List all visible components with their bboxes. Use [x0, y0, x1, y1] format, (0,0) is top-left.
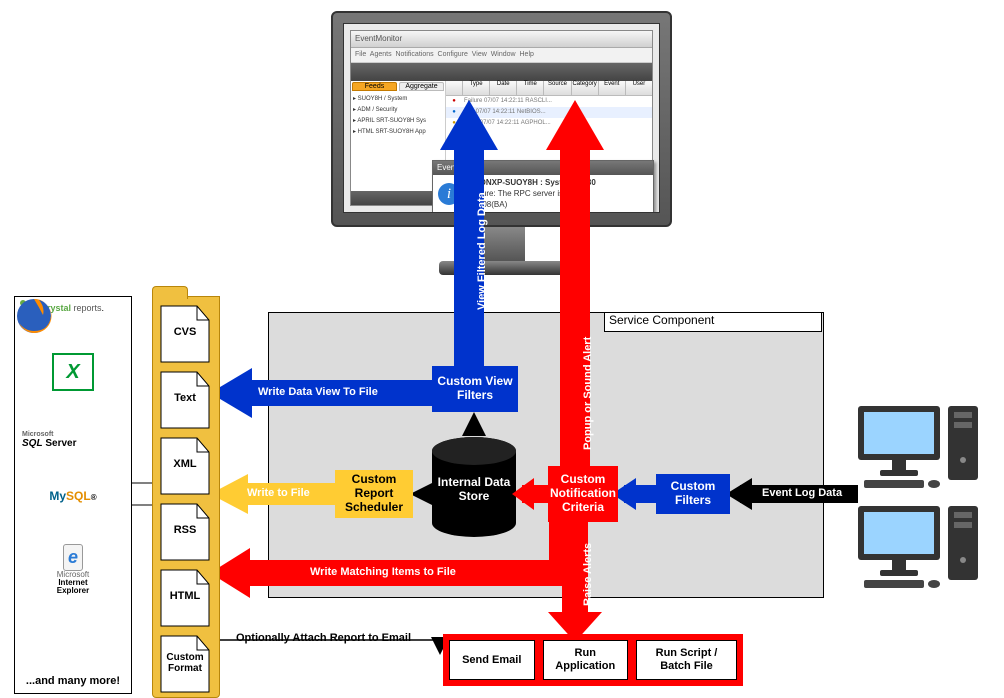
folder-tab [152, 286, 188, 299]
send-email: Send Email [449, 640, 535, 680]
excel-icon: X [52, 353, 94, 391]
label-event-log-data: Event Log Data [762, 487, 842, 499]
doc-custom: Custom Format [159, 634, 211, 694]
label-raise-alerts: Raise Alerts [582, 543, 594, 606]
label-view-filtered: View Filtered Log Data [476, 192, 488, 310]
label-popup-sound: Popup or Sound Alert [582, 337, 594, 450]
doc-html: HTML [159, 568, 211, 628]
custom-report-scheduler: Custom Report Scheduler [335, 470, 413, 518]
alerts-container: Send Email Run Application Run Script / … [443, 634, 743, 686]
ie-icon: e MicrosoftInternetExplorer [57, 544, 89, 595]
consumers-panel: crystal reports. X Microsoft SQL Server … [14, 296, 132, 694]
custom-view-filters: Custom View Filters [432, 366, 518, 412]
doc-rss: RSS [159, 502, 211, 562]
run-application: Run Application [543, 640, 629, 680]
run-script: Run Script / Batch File [636, 640, 737, 680]
custom-notification-criteria: Custom Notification Criteria [548, 466, 618, 522]
mysql-icon: MySQL® [49, 489, 96, 503]
arrows-layer [0, 0, 1004, 696]
doc-xml: XML [159, 436, 211, 496]
label-write-matching: Write Matching Items to File [310, 566, 456, 578]
label-optionally-attach: Optionally Attach Report to Email [236, 632, 411, 644]
sqlserver-icon: Microsoft SQL Server [16, 431, 130, 449]
label-write-to-file: Write to File [247, 487, 310, 499]
more-label: ...and many more! [26, 675, 120, 687]
custom-filters: Custom Filters [656, 474, 730, 514]
doc-cvs: CVS [159, 304, 211, 364]
doc-text: Text [159, 370, 211, 430]
crystal-label: reports [74, 303, 102, 313]
label-write-dataview: Write Data View To File [258, 386, 378, 398]
